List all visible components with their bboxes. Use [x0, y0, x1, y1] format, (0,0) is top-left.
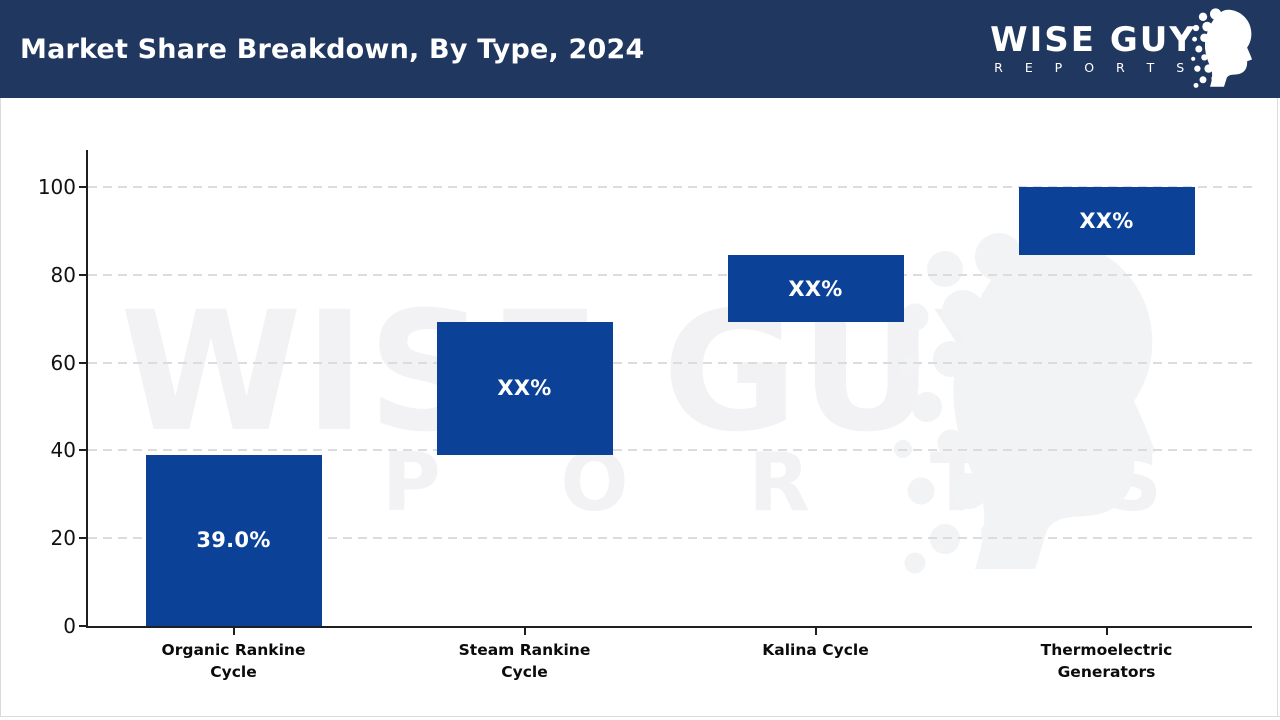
x-tick-mark: [523, 628, 526, 635]
y-tick-label: 100: [37, 175, 76, 199]
bar-2: XX%: [436, 322, 613, 455]
x-category-label: Thermoelectric Generators: [1040, 641, 1173, 681]
image-border-right: [1277, 98, 1278, 717]
y-tick-label: 80: [50, 262, 76, 287]
y-tick-mark: [79, 537, 86, 540]
gridline-80: [88, 273, 1252, 276]
logo-title: WISE GUY: [990, 20, 1196, 60]
y-tick-label: 60: [50, 350, 76, 375]
header: Market Share Breakdown, By Type, 2024 WI…: [0, 0, 1280, 98]
x-category-label: Organic Rankine Cycle: [161, 641, 306, 681]
bar-value-label: XX%: [497, 376, 552, 401]
y-tick-mark: [79, 449, 86, 452]
bar-1: 39.0%: [145, 454, 322, 626]
wiseguy-head-icon: [1191, 8, 1252, 88]
y-tick-label: 40: [50, 438, 76, 463]
gridline-40: [88, 449, 1252, 452]
y-tick-mark: [79, 361, 86, 364]
bar-value-label: XX%: [788, 276, 843, 301]
x-tick-mark: [1105, 628, 1108, 635]
y-tick-mark: [79, 625, 86, 627]
bar-value-label: XX%: [1079, 209, 1134, 234]
image-border-bottom: [0, 716, 1280, 717]
watermark-head-icon: [894, 233, 1155, 574]
gridline-20: [88, 537, 1252, 540]
gridline-60: [88, 361, 1252, 364]
y-tick-mark: [79, 273, 86, 276]
logo-subtitle: R E P O R T S: [994, 60, 1194, 75]
x-category-label: Kalina Cycle: [762, 641, 869, 659]
y-tick-mark: [79, 186, 86, 188]
chart-area: WISE GUY P O R T S 39.0% XX% XX% XX% 0 20 40 6…: [0, 98, 1280, 720]
gridline-100: [88, 186, 1252, 188]
logo-text: WISE GUY R E P O R T S: [990, 23, 1196, 75]
x-tick-mark: [814, 628, 817, 635]
bar-3: XX%: [727, 255, 904, 323]
x-axis-line: [86, 626, 1252, 628]
image-border-left: [0, 98, 1, 717]
x-tick-mark: [232, 628, 235, 635]
y-axis-line: [86, 150, 88, 628]
page-title: Market Share Breakdown, By Type, 2024: [20, 33, 645, 65]
y-tick-label: 0: [63, 614, 76, 638]
bar-4: XX%: [1018, 187, 1195, 256]
bar-value-label: 39.0%: [196, 528, 271, 553]
y-tick-label: 20: [50, 526, 76, 551]
wiseguy-logo: WISE GUY R E P O R T S: [990, 7, 1280, 91]
x-category-label: Steam Rankine Cycle: [458, 641, 591, 681]
